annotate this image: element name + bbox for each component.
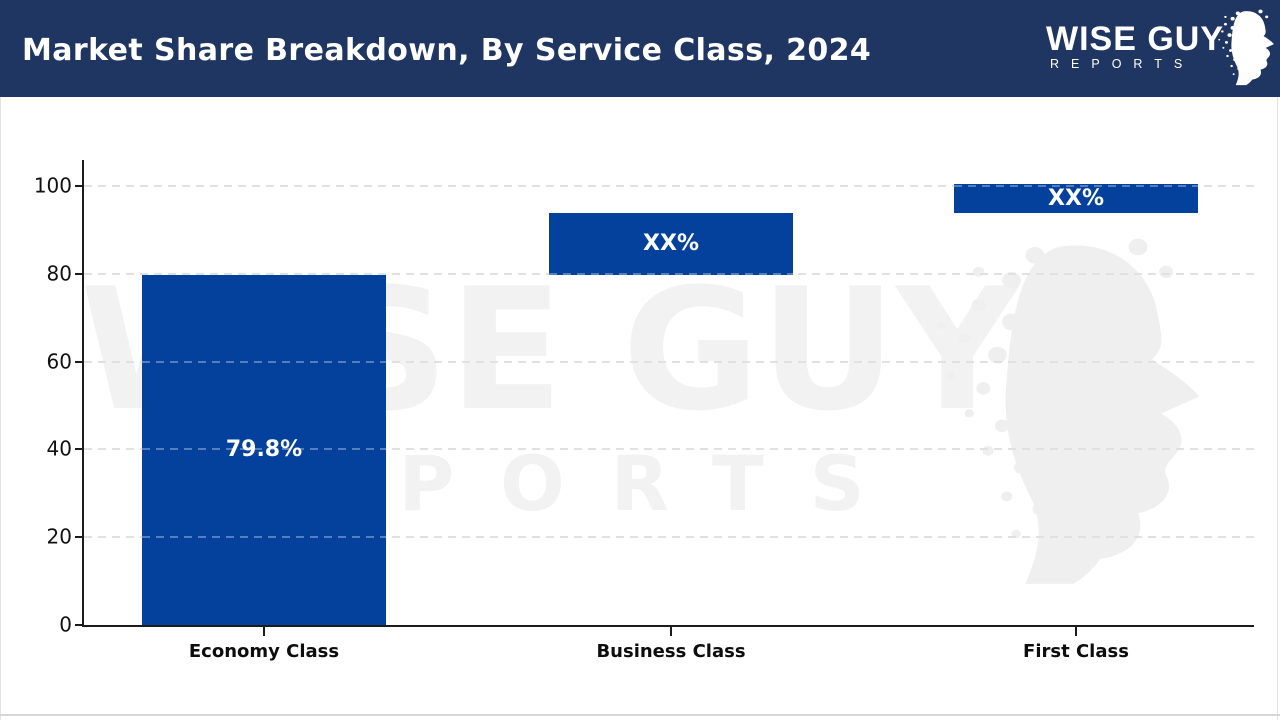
x-axis-label: First Class: [1023, 641, 1129, 662]
gridline: [84, 185, 1254, 187]
gridline-overlay: [142, 448, 386, 451]
x-tick-mark: [1075, 627, 1077, 636]
bar-segment: XX%: [549, 212, 793, 275]
page-title: Market Share Breakdown, By Service Class…: [22, 33, 872, 68]
gridline: [84, 448, 1254, 451]
gridline: [84, 536, 1254, 539]
x-axis-line: [82, 625, 1254, 627]
y-tick-mark: [75, 448, 83, 451]
gridline-overlay: [954, 184, 1198, 187]
bar-value-label: XX%: [643, 230, 699, 256]
logo-subtitle: REPORTS: [1050, 57, 1195, 71]
y-tick-label: 40: [46, 436, 72, 461]
gridline-overlay: [142, 360, 386, 363]
bottom-border: [0, 714, 1280, 716]
bar-segment: XX%: [954, 184, 1198, 213]
bar-value-label: 79.8%: [225, 436, 303, 462]
y-tick-mark: [75, 536, 83, 539]
y-tick-mark: [75, 624, 83, 626]
y-tick-mark: [75, 272, 83, 275]
y-tick-label: 60: [46, 349, 72, 374]
gridline-overlay: [549, 272, 793, 275]
y-tick-label: 0: [59, 612, 72, 637]
header-bar: Market Share Breakdown, By Service Class…: [0, 0, 1280, 97]
y-tick-label: 100: [33, 173, 72, 198]
bar-value-label: XX%: [1048, 185, 1104, 211]
bar-segment: 79.8%: [142, 274, 386, 625]
x-tick-mark: [263, 627, 265, 636]
x-axis-label: Business Class: [596, 641, 746, 662]
y-tick-label: 80: [46, 261, 72, 286]
y-tick-mark: [75, 185, 83, 187]
logo-wordmark: WISE GUY: [1046, 20, 1225, 58]
gridline-overlay: [142, 536, 386, 539]
gridline: [84, 360, 1254, 363]
y-tick-label: 20: [46, 524, 72, 549]
y-axis-line: [82, 160, 84, 627]
x-axis-label: Economy Class: [188, 641, 340, 662]
y-tick-mark: [75, 360, 83, 363]
x-tick-mark: [670, 627, 672, 636]
